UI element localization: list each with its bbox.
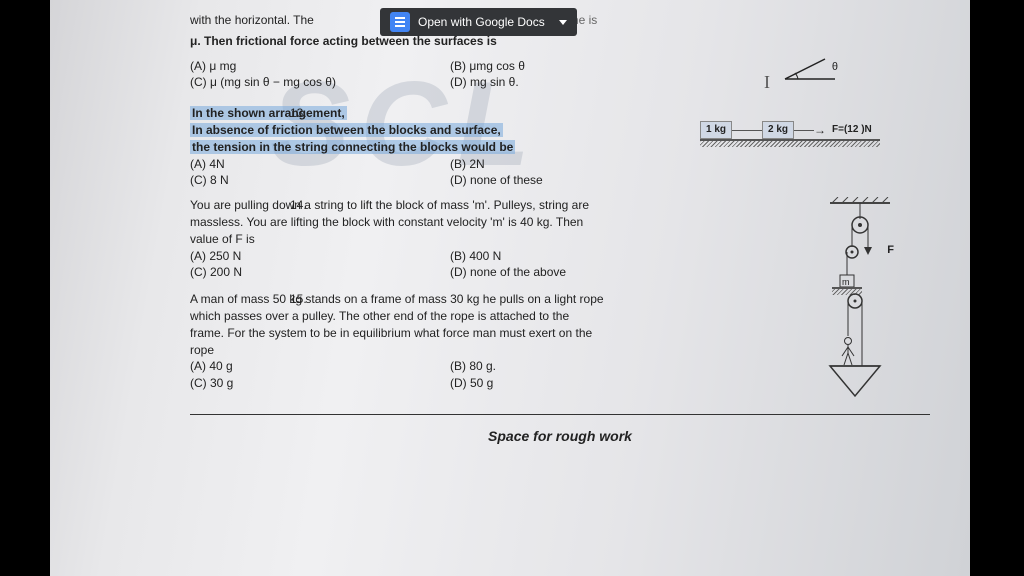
q14-opt-d: (D) none of the above: [450, 264, 710, 281]
open-with-google-docs-button[interactable]: Open with Google Docs: [380, 8, 577, 36]
q14-opt-b: (B) 400 N: [450, 248, 710, 265]
gdocs-label: Open with Google Docs: [418, 14, 545, 31]
q15-l4: rope: [190, 342, 930, 359]
q13-opt-b: (B) 2N: [450, 156, 710, 173]
q13-force: F=(12 )N: [832, 123, 872, 137]
q13-diagram: 1 kg 2 kg → F=(12 )N: [700, 121, 880, 147]
q14-l3: value of F is: [190, 231, 930, 248]
q14-number: 14.: [290, 197, 307, 214]
q13-block-2: 2 kg: [762, 121, 794, 139]
q14-diagram: F m: [820, 197, 900, 297]
document-page: SCL Open with Google Docs with the horiz…: [50, 0, 970, 576]
q15-opt-a: (A) 40 g: [190, 358, 450, 375]
question-15: 15. A man of mass 50 kg stands on a fram…: [190, 291, 930, 392]
q15-diagram: [820, 291, 890, 406]
q12-opt-d: (D) mg sin θ.: [450, 74, 710, 91]
q14-opt-c: (C) 200 N: [190, 264, 450, 281]
q13-l2: In absence of friction between the block…: [190, 123, 503, 137]
top-left: with the horizontal. The: [190, 13, 314, 27]
q13-number: 13.: [290, 105, 307, 122]
chevron-down-icon: [559, 20, 567, 25]
q15-opt-d: (D) 50 g: [450, 375, 710, 392]
q12-opt-b: (B) μmg cos θ: [450, 58, 710, 75]
divider: [190, 414, 930, 415]
q12-opt-a: (A) μ mg: [190, 58, 450, 75]
q15-l3: frame. For the system to be in equilibri…: [190, 325, 930, 342]
gdocs-icon: [390, 12, 410, 32]
question-13: 13. In the shown arrangement, In absence…: [190, 105, 930, 189]
q13-l1: In the shown arrangement,: [190, 106, 347, 120]
q14-l2: massless. You are lifting the block with…: [190, 214, 930, 231]
question-14: 14. You are pulling down a string to lif…: [190, 197, 930, 281]
q15-number: 15.: [290, 291, 307, 308]
q15-l2: which passes over a pulley. The other en…: [190, 308, 930, 325]
q14-opt-a: (A) 250 N: [190, 248, 450, 265]
q12-options: (A) μ mg (B) μmg cos θ (C) μ (mg sin θ −…: [190, 58, 930, 92]
rough-work-label: Space for rough work: [190, 427, 930, 447]
q13-l3: the tension in the string connecting the…: [190, 140, 515, 154]
q14-F: F: [887, 243, 894, 258]
q13-opt-c: (C) 8 N: [190, 172, 450, 189]
content: with the horizontal. The ock and plane i…: [190, 12, 930, 447]
q15-opt-c: (C) 30 g: [190, 375, 450, 392]
q15-opt-b: (B) 80 g.: [450, 358, 710, 375]
q13-opt-a: (A) 4N: [190, 156, 450, 173]
q13-block-1: 1 kg: [700, 121, 732, 139]
q12-opt-c: (C) μ (mg sin θ − mg cos θ): [190, 74, 450, 91]
q13-opt-d: (D) none of these: [450, 172, 710, 189]
